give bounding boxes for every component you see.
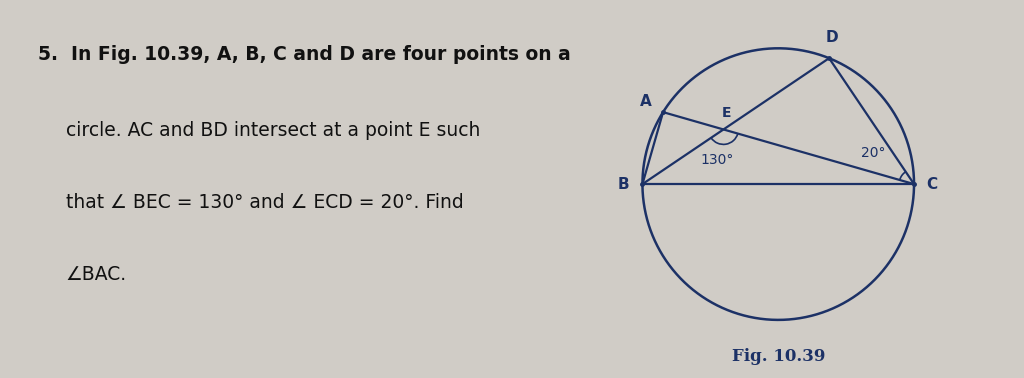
Text: 5.  In Fig. 10.39, A, B, C and D are four points on a: 5. In Fig. 10.39, A, B, C and D are four…	[38, 45, 570, 64]
Text: C: C	[926, 177, 937, 192]
Text: that ∠ BEC = 130° and ∠ ECD = 20°. Find: that ∠ BEC = 130° and ∠ ECD = 20°. Find	[66, 193, 463, 212]
Text: ∠BAC.: ∠BAC.	[66, 265, 127, 284]
Text: 20°: 20°	[861, 146, 886, 160]
Text: B: B	[617, 177, 629, 192]
Text: Fig. 10.39: Fig. 10.39	[731, 348, 825, 365]
Text: A: A	[640, 94, 651, 109]
Text: E: E	[722, 106, 731, 120]
Text: 130°: 130°	[700, 153, 733, 167]
Text: circle. AC and BD intersect at a point E such: circle. AC and BD intersect at a point E…	[66, 121, 480, 140]
Text: D: D	[825, 29, 838, 45]
